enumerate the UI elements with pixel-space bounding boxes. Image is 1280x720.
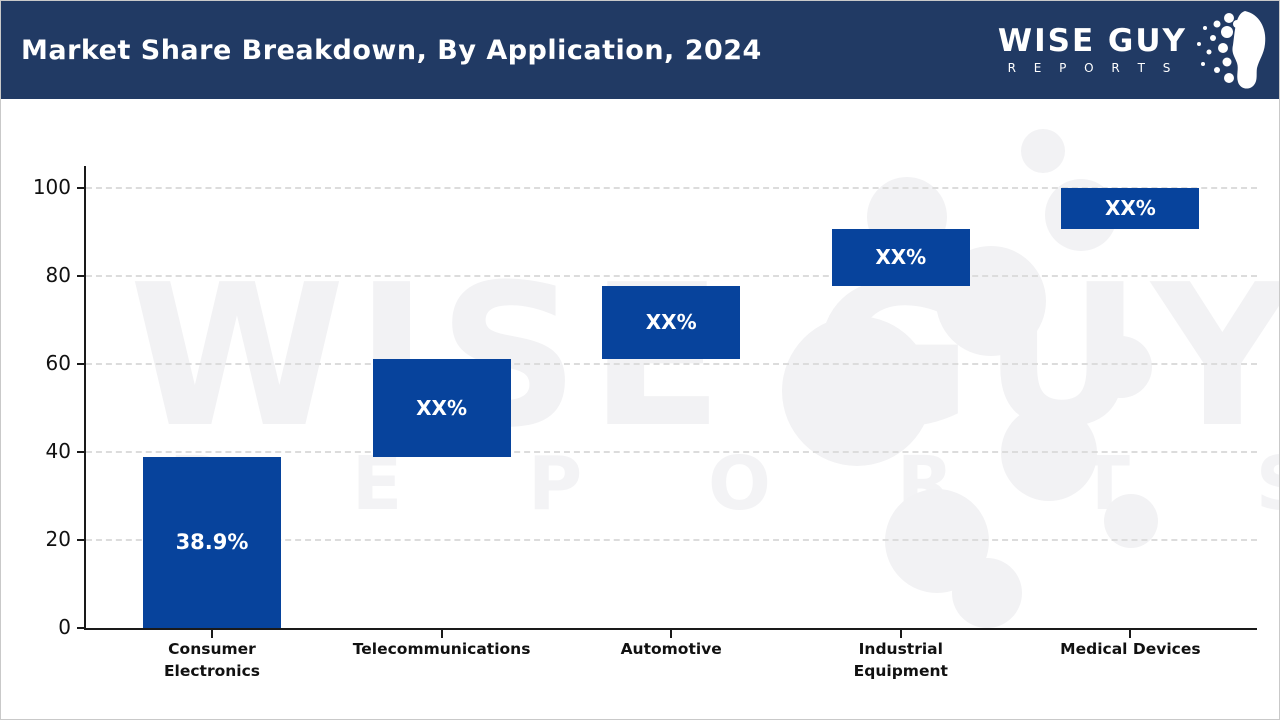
y-tick-mark: [77, 539, 86, 541]
x-tick-mark: [1129, 630, 1132, 638]
page-title: Market Share Breakdown, By Application, …: [21, 34, 762, 66]
watermark-dot: [1090, 336, 1152, 398]
brand-logo: WISE GUY R E P O R T S: [998, 8, 1267, 92]
header-band: Market Share Breakdown, By Application, …: [1, 1, 1279, 99]
gridline: [86, 539, 1257, 541]
x-category-label: Medical Devices: [1060, 640, 1201, 658]
bar: XX%: [372, 359, 511, 457]
bar: XX%: [602, 285, 741, 360]
x-tick-mark: [670, 630, 673, 638]
wise-guy-head-icon: [1197, 11, 1266, 89]
bar-value-label: 38.9%: [175, 530, 249, 555]
brand-name: WISE GUY: [997, 23, 1187, 59]
bar-value-label: XX%: [1104, 196, 1156, 221]
x-category-label: Automotive: [620, 640, 722, 658]
y-tick-label: 40: [45, 439, 71, 463]
y-axis: [84, 166, 86, 630]
x-axis: [84, 628, 1257, 630]
x-category-label: Telecommunications: [352, 640, 531, 658]
x-category-label: Consumer Electronics: [163, 640, 261, 680]
watermark-dot: [1021, 129, 1065, 173]
y-tick-label: 80: [45, 263, 71, 287]
y-tick-mark: [77, 363, 86, 365]
bar: XX%: [1061, 188, 1200, 229]
brand-sub: R E P O R T S: [1007, 61, 1178, 75]
watermark-dot: [952, 558, 1022, 628]
bar-value-label: XX%: [875, 245, 927, 270]
gridline: [86, 275, 1257, 277]
gridline: [86, 187, 1257, 189]
y-tick-mark: [77, 451, 86, 453]
x-tick-mark: [899, 630, 902, 638]
x-tick-mark: [211, 630, 213, 638]
gridline: [86, 451, 1257, 453]
y-tick-mark: [77, 275, 86, 277]
y-tick-mark: [77, 627, 86, 629]
y-tick-label: 20: [45, 527, 71, 551]
bar: XX%: [831, 228, 970, 286]
y-tick-label: 60: [45, 351, 71, 375]
watermark-dot: [782, 316, 932, 466]
x-tick-mark: [440, 630, 443, 638]
y-tick-label: 100: [32, 175, 71, 199]
bar: 38.9%: [143, 456, 281, 628]
watermark-dot: [1001, 405, 1097, 501]
y-tick-label: 0: [58, 615, 71, 639]
bar-value-label: XX%: [645, 310, 697, 335]
y-tick-mark: [77, 187, 86, 189]
gridline: [86, 363, 1257, 365]
bar-value-label: XX%: [416, 395, 468, 420]
brand-text: WISE GUY R E P O R T S: [997, 23, 1187, 75]
x-category-label: Industrial Equipment: [853, 640, 948, 680]
